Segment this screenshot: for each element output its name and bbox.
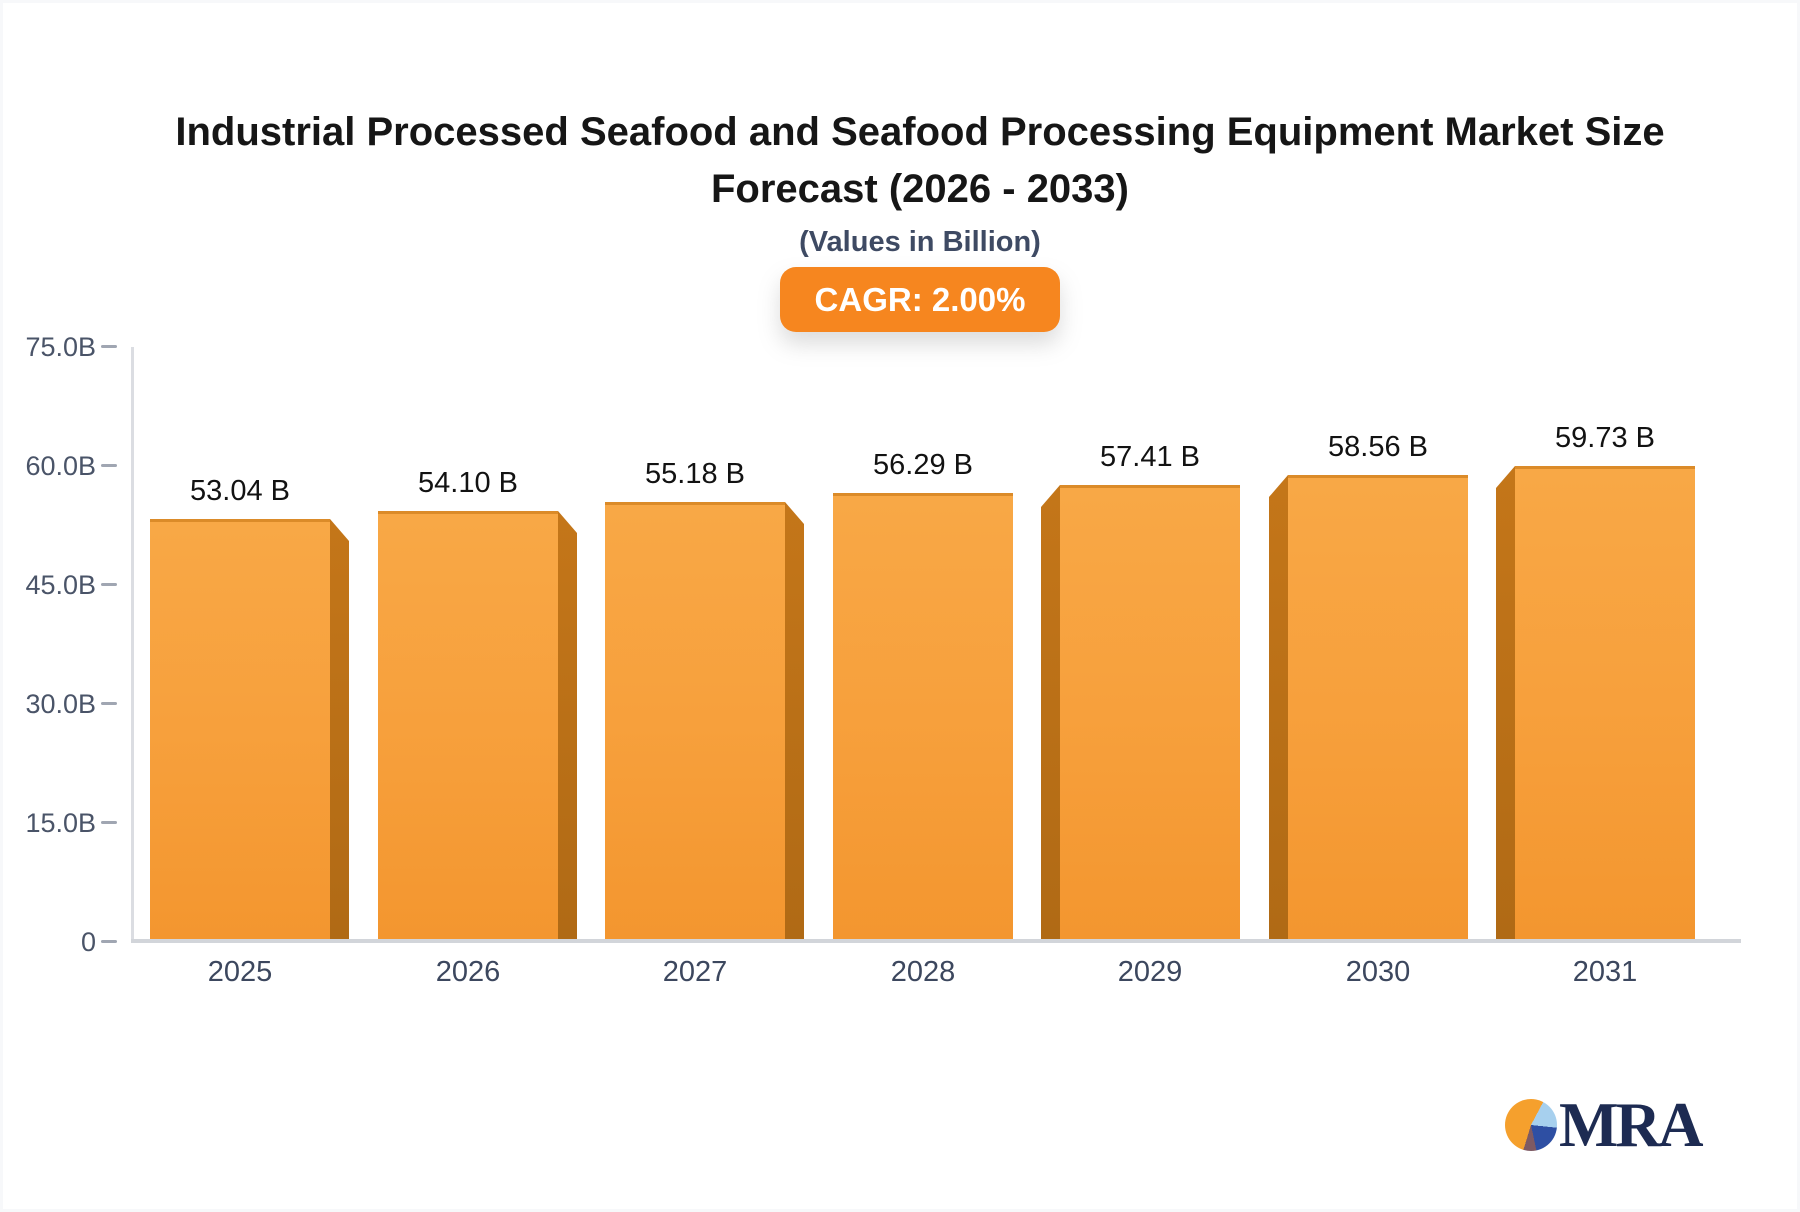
x-axis-label-2029: 2029 xyxy=(1117,956,1183,988)
y-axis-label: 60.0B xyxy=(25,451,96,481)
y-axis-tick xyxy=(101,583,117,586)
y-axis-label: 0 xyxy=(80,927,96,957)
chart-title: Industrial Processed Seafood and Seafood… xyxy=(40,104,1800,218)
y-axis-label: 30.0B xyxy=(25,689,96,719)
y-axis-tick xyxy=(101,821,117,824)
x-axis-label-2025: 2025 xyxy=(207,956,273,988)
y-axis-line xyxy=(131,347,134,942)
x-axis-baseline xyxy=(131,939,1741,943)
bar-side-2026 xyxy=(558,511,577,940)
y-axis-tick xyxy=(101,940,117,943)
pie-chart-logo-icon xyxy=(1505,1099,1557,1151)
bar-face-2028 xyxy=(833,493,1013,940)
x-axis-label-2028: 2028 xyxy=(890,956,956,988)
bar-value-label-2026: 54.10 B xyxy=(418,467,518,499)
y-axis-tick xyxy=(101,464,117,467)
y-axis-label: 15.0B xyxy=(25,808,96,838)
chart-title-line-2: Forecast (2026 - 2033) xyxy=(710,167,1129,211)
bar-value-label-2027: 55.18 B xyxy=(645,458,745,490)
x-axis-label-2026: 2026 xyxy=(435,956,501,988)
chart-title-line-1: Industrial Processed Seafood and Seafood… xyxy=(175,110,1665,154)
bar-value-label-2031: 59.73 B xyxy=(1555,422,1655,454)
bar-side-2029 xyxy=(1041,485,1060,940)
chart-header: Industrial Processed Seafood and Seafood… xyxy=(40,0,1800,332)
chart-subtitle: (Values in Billion) xyxy=(799,226,1041,258)
bar-face-2029 xyxy=(1060,485,1240,940)
y-axis-tick xyxy=(101,702,117,705)
logo-text: MRA xyxy=(1559,1090,1703,1160)
y-axis-tick xyxy=(101,345,117,348)
cagr-badge: CAGR: 2.00% xyxy=(779,267,1061,332)
bar-face-2026 xyxy=(378,511,558,940)
bar-face-2027 xyxy=(605,502,785,940)
x-axis-label-2027: 2027 xyxy=(662,956,728,988)
bar-side-2027 xyxy=(785,502,804,940)
x-axis-label-2031: 2031 xyxy=(1572,956,1638,988)
y-axis-label: 75.0B xyxy=(25,332,96,362)
bar-value-label-2025: 53.04 B xyxy=(190,475,290,507)
bar-face-2030 xyxy=(1288,475,1468,940)
bar-face-2031 xyxy=(1515,466,1695,940)
x-axis-label-2030: 2030 xyxy=(1345,956,1411,988)
y-axis-label: 45.0B xyxy=(25,570,96,600)
bar-value-label-2030: 58.56 B xyxy=(1328,431,1428,463)
bar-side-2025 xyxy=(330,519,349,940)
bar-side-2030 xyxy=(1269,475,1288,940)
bar-value-label-2028: 56.29 B xyxy=(873,449,973,481)
bar-side-2031 xyxy=(1496,466,1515,940)
bar-face-2025 xyxy=(150,519,330,940)
mra-logo: MRA xyxy=(1505,1090,1703,1160)
bar-value-label-2029: 57.41 B xyxy=(1100,441,1200,473)
